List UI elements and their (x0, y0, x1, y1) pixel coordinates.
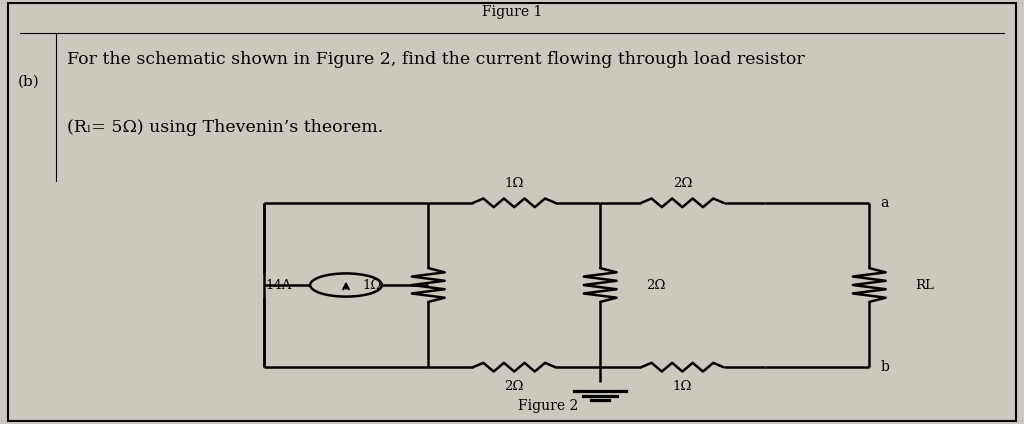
Text: For the schematic shown in Figure 2, find the current flowing through load resis: For the schematic shown in Figure 2, fin… (67, 51, 804, 68)
Text: 1Ω: 1Ω (362, 279, 382, 292)
Text: (b): (b) (17, 75, 40, 89)
Text: RL: RL (915, 279, 935, 292)
Text: (Rₗ= 5Ω) using Thevenin’s theorem.: (Rₗ= 5Ω) using Thevenin’s theorem. (67, 119, 383, 136)
Text: 2Ω: 2Ω (505, 380, 524, 393)
Text: b: b (881, 360, 890, 374)
Text: 2Ω: 2Ω (646, 279, 666, 292)
Text: 2Ω: 2Ω (673, 177, 692, 190)
Text: Figure 2: Figure 2 (518, 399, 578, 413)
Text: 14A: 14A (265, 279, 292, 292)
Text: a: a (881, 196, 889, 210)
Text: 1Ω: 1Ω (505, 177, 524, 190)
Text: 1Ω: 1Ω (673, 380, 692, 393)
Text: Figure 1: Figure 1 (482, 6, 542, 20)
